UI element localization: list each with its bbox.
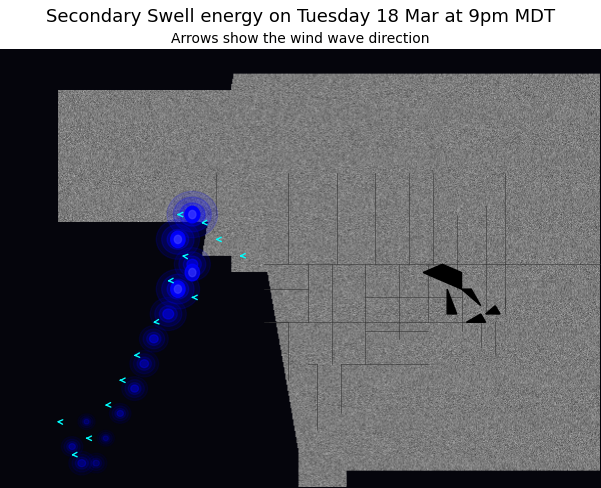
Ellipse shape	[156, 220, 200, 259]
Ellipse shape	[185, 206, 200, 223]
Polygon shape	[423, 264, 462, 289]
Ellipse shape	[80, 416, 93, 427]
Ellipse shape	[133, 354, 155, 374]
Ellipse shape	[171, 231, 185, 248]
Ellipse shape	[174, 235, 182, 244]
Ellipse shape	[162, 224, 194, 254]
Ellipse shape	[167, 279, 189, 299]
Ellipse shape	[150, 297, 186, 330]
Ellipse shape	[183, 256, 201, 272]
Ellipse shape	[150, 335, 158, 343]
Ellipse shape	[69, 451, 95, 475]
Ellipse shape	[82, 418, 91, 426]
Ellipse shape	[173, 197, 211, 232]
Ellipse shape	[102, 434, 110, 442]
Text: Arrows show the wind wave direction: Arrows show the wind wave direction	[171, 32, 430, 46]
Ellipse shape	[91, 458, 102, 468]
Ellipse shape	[64, 439, 81, 454]
Ellipse shape	[61, 437, 83, 456]
Ellipse shape	[99, 432, 112, 444]
Ellipse shape	[171, 233, 185, 245]
Ellipse shape	[154, 302, 182, 326]
Ellipse shape	[174, 248, 210, 281]
Ellipse shape	[174, 285, 182, 293]
Ellipse shape	[103, 436, 108, 441]
Ellipse shape	[171, 283, 185, 295]
Ellipse shape	[131, 385, 138, 392]
Polygon shape	[447, 289, 457, 314]
Ellipse shape	[121, 377, 148, 401]
Ellipse shape	[112, 406, 128, 421]
Ellipse shape	[167, 191, 218, 238]
Ellipse shape	[137, 357, 151, 370]
Ellipse shape	[128, 383, 141, 394]
Text: Secondary Swell energy on Tuesday 18 Mar at 9pm MDT: Secondary Swell energy on Tuesday 18 Mar…	[46, 8, 555, 26]
Ellipse shape	[187, 259, 198, 269]
Ellipse shape	[178, 252, 206, 277]
Polygon shape	[486, 305, 500, 314]
Ellipse shape	[69, 444, 75, 449]
Ellipse shape	[162, 274, 194, 304]
Ellipse shape	[156, 269, 200, 309]
Ellipse shape	[109, 404, 131, 424]
Ellipse shape	[117, 410, 123, 416]
Ellipse shape	[139, 325, 168, 352]
Ellipse shape	[189, 268, 196, 277]
Ellipse shape	[167, 229, 189, 249]
Ellipse shape	[115, 408, 126, 418]
Ellipse shape	[84, 419, 89, 424]
Ellipse shape	[180, 203, 205, 226]
Ellipse shape	[93, 460, 99, 466]
Ellipse shape	[163, 309, 174, 319]
Ellipse shape	[185, 207, 200, 222]
Ellipse shape	[125, 380, 144, 398]
Ellipse shape	[185, 264, 200, 281]
Ellipse shape	[67, 442, 78, 451]
Polygon shape	[466, 314, 486, 322]
Ellipse shape	[140, 360, 148, 367]
Ellipse shape	[78, 460, 85, 467]
Ellipse shape	[130, 350, 159, 377]
Ellipse shape	[171, 281, 185, 297]
Ellipse shape	[88, 456, 104, 470]
Polygon shape	[462, 289, 481, 305]
Ellipse shape	[72, 454, 91, 472]
Ellipse shape	[143, 329, 165, 349]
Ellipse shape	[159, 305, 177, 322]
Ellipse shape	[147, 332, 161, 346]
Ellipse shape	[75, 457, 88, 469]
Ellipse shape	[189, 210, 196, 219]
